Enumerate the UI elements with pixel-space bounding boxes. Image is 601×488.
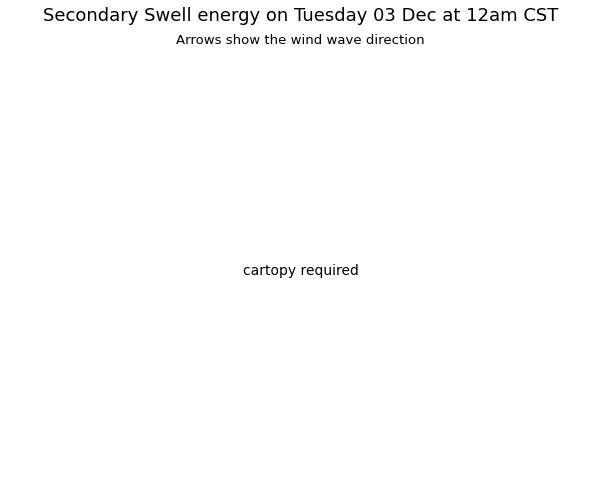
Text: Secondary Swell energy on Tuesday 03 Dec at 12am CST: Secondary Swell energy on Tuesday 03 Dec…	[43, 7, 558, 25]
Text: cartopy required: cartopy required	[243, 263, 358, 277]
Text: Arrows show the wind wave direction: Arrows show the wind wave direction	[176, 34, 425, 47]
